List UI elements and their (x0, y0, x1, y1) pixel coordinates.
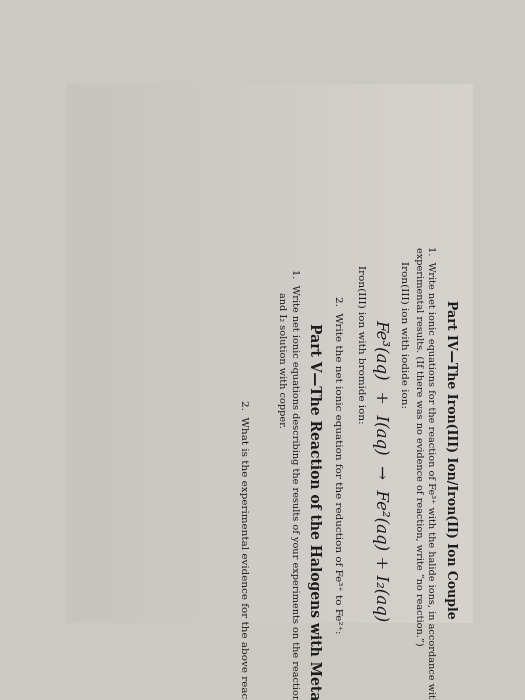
Bar (90, 84, 98, 623)
Bar (318, 84, 326, 623)
Bar (188, 84, 196, 623)
Bar (228, 84, 236, 623)
Bar (326, 84, 334, 623)
Text: experimental results. (If there was no evidence of reaction, write “no reaction.: experimental results. (If there was no e… (414, 247, 423, 646)
Text: 2.  What is the experimental evidence for the above reaction products?: 2. What is the experimental evidence for… (238, 400, 248, 700)
Bar (456, 84, 465, 623)
Text: 1.  Write net ionic equations for the reaction of Fe³⁺ with the halide ions, in : 1. Write net ionic equations for the rea… (426, 246, 435, 700)
Bar (440, 84, 448, 623)
Bar (82, 84, 90, 623)
Bar (155, 84, 163, 623)
Text: 2.  Write the net ionic equation for the reduction of Fe³⁺ to Fe²⁺:: 2. Write the net ionic equation for the … (333, 295, 342, 634)
Bar (399, 84, 407, 623)
Bar (286, 84, 293, 623)
Text: Iron(III) ion with bromide ion:: Iron(III) ion with bromide ion: (356, 265, 365, 424)
Bar (310, 84, 318, 623)
Text: Part V—The Reaction of the Halogens with Metals: Part V—The Reaction of the Halogens with… (308, 323, 321, 700)
Bar (261, 84, 269, 623)
Text: Iron(III) ion with iodide ion:: Iron(III) ion with iodide ion: (400, 261, 409, 408)
Text: Fe³(aq)  +  I(aq)  →  Fe²(aq) + I₂(aq): Fe³(aq) + I(aq) → Fe²(aq) + I₂(aq) (373, 318, 390, 621)
Bar (204, 84, 212, 623)
Bar (391, 84, 399, 623)
Bar (123, 84, 131, 623)
Bar (180, 84, 188, 623)
Bar (416, 84, 424, 623)
Bar (432, 84, 440, 623)
Bar (334, 84, 342, 623)
Bar (163, 84, 171, 623)
Bar (424, 84, 432, 623)
Bar (147, 84, 155, 623)
Bar (98, 84, 106, 623)
Bar (236, 84, 245, 623)
Bar (293, 84, 301, 623)
Bar (465, 84, 472, 623)
Bar (253, 84, 261, 623)
Text: and I₂ solution with copper.: and I₂ solution with copper. (277, 292, 286, 428)
Bar (245, 84, 253, 623)
Bar (220, 84, 228, 623)
Bar (139, 84, 147, 623)
Text: Part IV—The Iron(III) Ion/Iron(II) Ion Couple: Part IV—The Iron(III) Ion/Iron(II) Ion C… (444, 300, 457, 618)
Bar (366, 84, 375, 623)
Bar (407, 84, 416, 623)
Bar (172, 84, 180, 623)
Bar (342, 84, 351, 623)
Bar (106, 84, 114, 623)
Bar (212, 84, 220, 623)
Bar (196, 84, 204, 623)
Bar (66, 84, 74, 623)
Bar (448, 84, 456, 623)
Bar (359, 84, 366, 623)
Bar (277, 84, 286, 623)
Bar (131, 84, 139, 623)
Bar (301, 84, 310, 623)
Bar (269, 84, 277, 623)
Text: 1.  Write net ionic equations describing the results of your experiments on the : 1. Write net ionic equations describing … (290, 269, 299, 700)
Bar (383, 84, 391, 623)
Bar (74, 84, 82, 623)
Bar (351, 84, 359, 623)
Bar (114, 84, 123, 623)
Bar (375, 84, 383, 623)
